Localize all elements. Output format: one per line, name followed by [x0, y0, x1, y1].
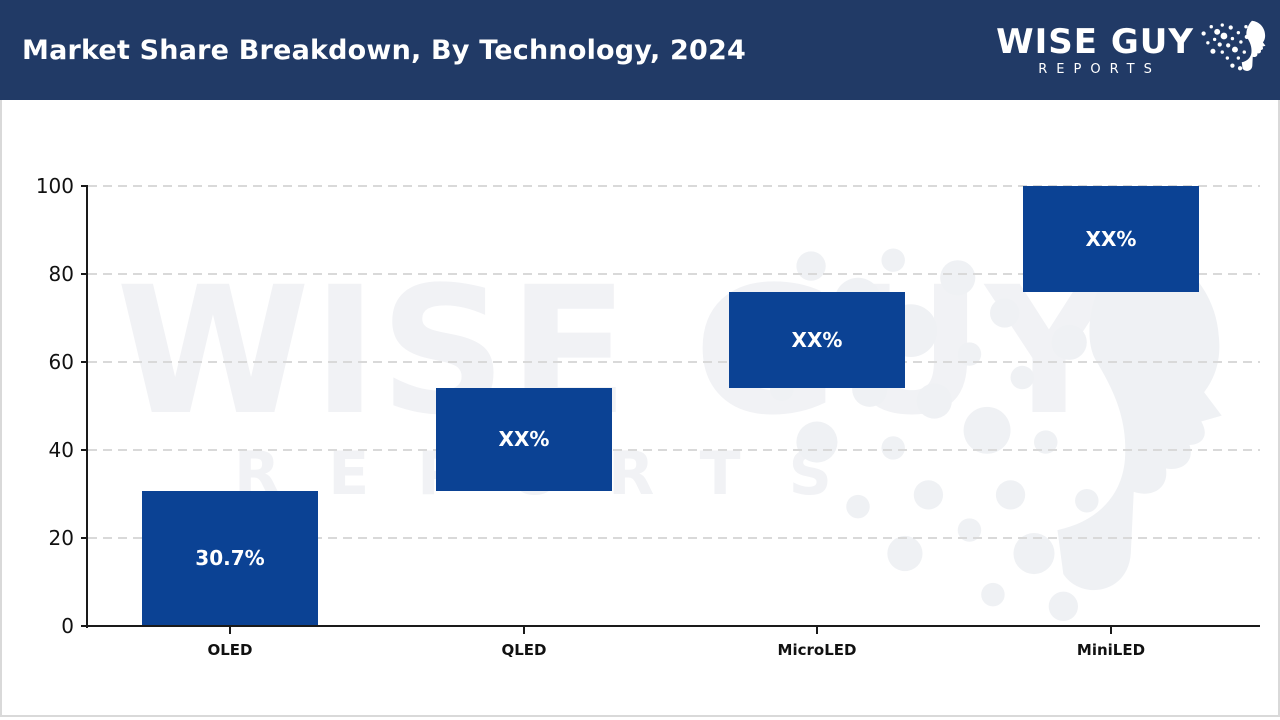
gridline-100	[88, 185, 1260, 187]
gridline-60	[88, 360, 1260, 363]
bar-value-label-miniled: XX%	[1085, 226, 1137, 251]
y-tick-80	[81, 272, 88, 275]
wiseguy-face-icon	[1201, 20, 1266, 71]
x-axis-line	[86, 624, 1260, 627]
bar-qled: XX%	[436, 387, 612, 491]
bar-microled: XX%	[729, 291, 905, 388]
bar-value-label-qled: XX%	[498, 427, 550, 452]
y-tick-label-100: 100	[35, 174, 74, 198]
logo-wiseguy-text: WISE GUY	[996, 21, 1194, 62]
y-tick-label-40: 40	[48, 437, 74, 462]
bar-miniled: XX%	[1023, 186, 1199, 292]
bar-value-label-microled: XX%	[791, 327, 843, 352]
x-tick-qled	[523, 626, 525, 634]
y-tick-40	[81, 448, 88, 451]
bar-oled: 30.7%	[142, 490, 318, 626]
x-tick-label-miniled: MiniLED	[1076, 640, 1146, 659]
wiseguy-logo: WISE GUY REPORTS	[996, 8, 1268, 92]
y-tick-0	[81, 624, 88, 627]
x-tick-miniled	[1110, 626, 1112, 634]
y-tick-label-80: 80	[48, 261, 74, 286]
logo-reports-text: REPORTS	[1038, 61, 1161, 77]
y-tick-label-20: 20	[48, 525, 74, 550]
x-tick-microled	[816, 626, 818, 634]
header-bar: Market Share Breakdown, By Technology, 2…	[0, 0, 1280, 100]
x-tick-label-qled: QLED	[501, 640, 547, 659]
gridline-40	[88, 448, 1260, 451]
x-tick-label-microled: MicroLED	[777, 640, 857, 659]
gridline-20	[88, 536, 1260, 539]
y-tick-60	[81, 360, 88, 363]
y-tick-label-60: 60	[48, 349, 74, 374]
bar-value-label-oled: 30.7%	[195, 546, 265, 571]
wiseguy-logo-text: WISE GUY REPORTS	[996, 25, 1194, 76]
x-tick-oled	[229, 626, 231, 634]
y-axis-line	[86, 186, 88, 628]
gridline-80	[88, 272, 1260, 275]
chart-title: Market Share Breakdown, By Technology, 2…	[22, 34, 747, 66]
y-tick-20	[81, 536, 88, 539]
y-tick-100	[81, 185, 88, 187]
y-tick-label-0: 0	[61, 613, 74, 638]
x-tick-label-oled: OLED	[207, 640, 253, 659]
